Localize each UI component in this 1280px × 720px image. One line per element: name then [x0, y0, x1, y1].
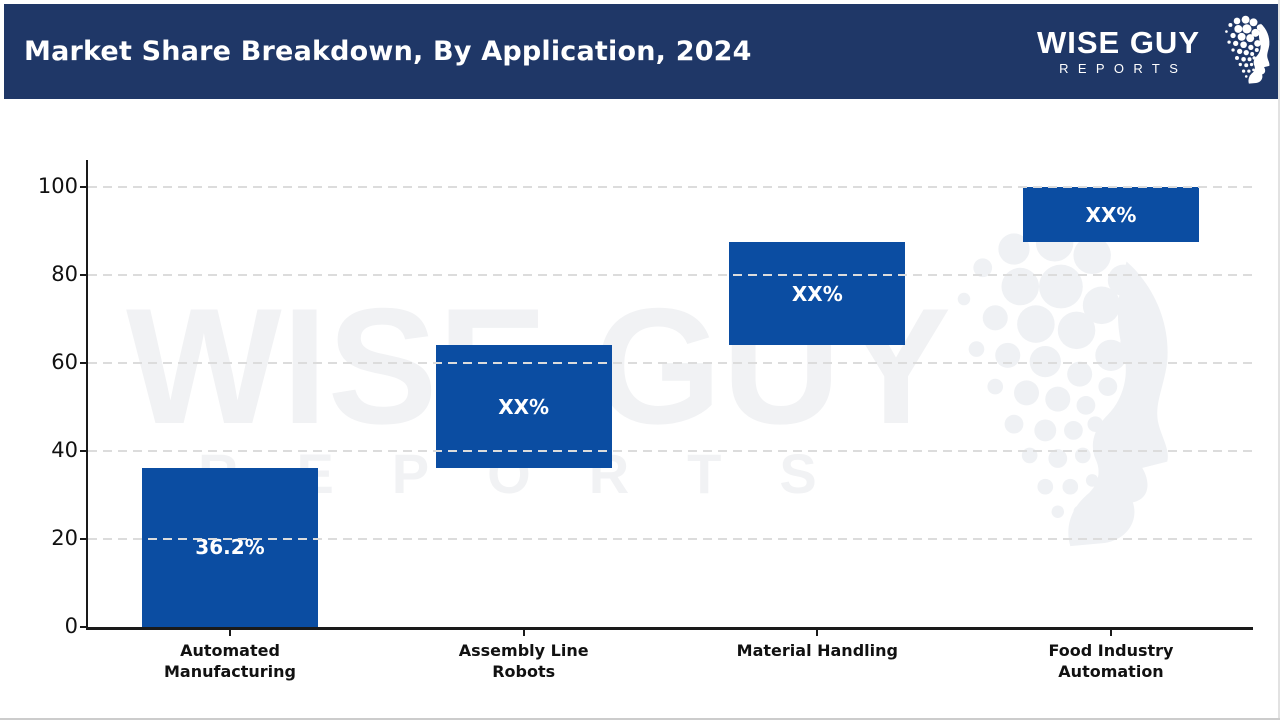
- figure-bottom-border: [0, 718, 1280, 720]
- header: Market Share Breakdown, By Application, …: [4, 4, 1280, 99]
- x-category-line: Material Handling: [736, 641, 898, 660]
- x-axis-spine: [86, 627, 1253, 630]
- y-tick-label-20: 20: [51, 526, 78, 550]
- logo-subtitle: REPORTS: [1059, 61, 1188, 77]
- logo: WISE GUY REPORTS: [1037, 4, 1270, 99]
- logo-wordmark: WISE GUY: [1036, 24, 1200, 60]
- y-tick-label-60: 60: [51, 350, 78, 374]
- x-category-line: Assembly Line: [458, 641, 589, 660]
- y-axis-spine: [86, 160, 88, 630]
- x-tick-mark-0: [229, 627, 231, 636]
- page-title: Market Share Breakdown, By Application, …: [24, 36, 752, 67]
- y-tick-label-100: 100: [37, 174, 78, 198]
- y-tick-mark-60: [80, 362, 88, 364]
- bar-segment-0: 36.2%: [142, 467, 318, 627]
- x-category-line: Food Industry: [1048, 641, 1174, 660]
- y-tick-mark-80: [80, 274, 88, 276]
- x-category-line: Manufacturing: [164, 662, 296, 681]
- x-tick-mark-1: [522, 627, 525, 636]
- x-tick-mark-2: [816, 627, 819, 636]
- logo-text: WISE GUY REPORTS: [1036, 24, 1200, 77]
- x-category-line: Robots: [492, 662, 556, 681]
- y-tick-mark-40: [80, 450, 88, 452]
- figure-right-border: [1278, 0, 1280, 720]
- x-category-label-1: Assembly Line Robots: [374, 640, 674, 682]
- y-tick-mark-20: [80, 538, 88, 540]
- x-tick-mark-3: [1110, 627, 1112, 636]
- gridline-20: [88, 538, 1253, 540]
- bar-segment-1: XX%: [435, 345, 612, 468]
- gridline-80: [88, 274, 1253, 276]
- bar-segment-2: XX%: [729, 242, 906, 346]
- gridline-60: [88, 362, 1253, 364]
- y-tick-label-40: 40: [51, 438, 78, 462]
- x-category-label-0: Automated Manufacturing: [80, 640, 380, 682]
- y-tick-label-80: 80: [51, 262, 78, 286]
- gridline-40: [88, 450, 1253, 452]
- y-tick-mark-0: [80, 626, 88, 628]
- wise-guy-head-icon: [1225, 15, 1270, 84]
- y-tick-mark-100: [80, 186, 88, 188]
- bar-value-label-2: XX%: [791, 281, 843, 306]
- x-category-label-3: Food Industry Automation: [961, 640, 1261, 682]
- x-category-line: Automated: [180, 641, 280, 660]
- gridline-100: [88, 186, 1253, 188]
- bar-value-label-1: XX%: [498, 394, 550, 419]
- x-category-label-2: Material Handling: [667, 640, 967, 661]
- bar-value-label-3: XX%: [1085, 202, 1137, 227]
- y-tick-label-0: 0: [64, 614, 78, 638]
- bar-segment-3: XX%: [1023, 187, 1199, 243]
- x-category-line: Automation: [1058, 662, 1164, 681]
